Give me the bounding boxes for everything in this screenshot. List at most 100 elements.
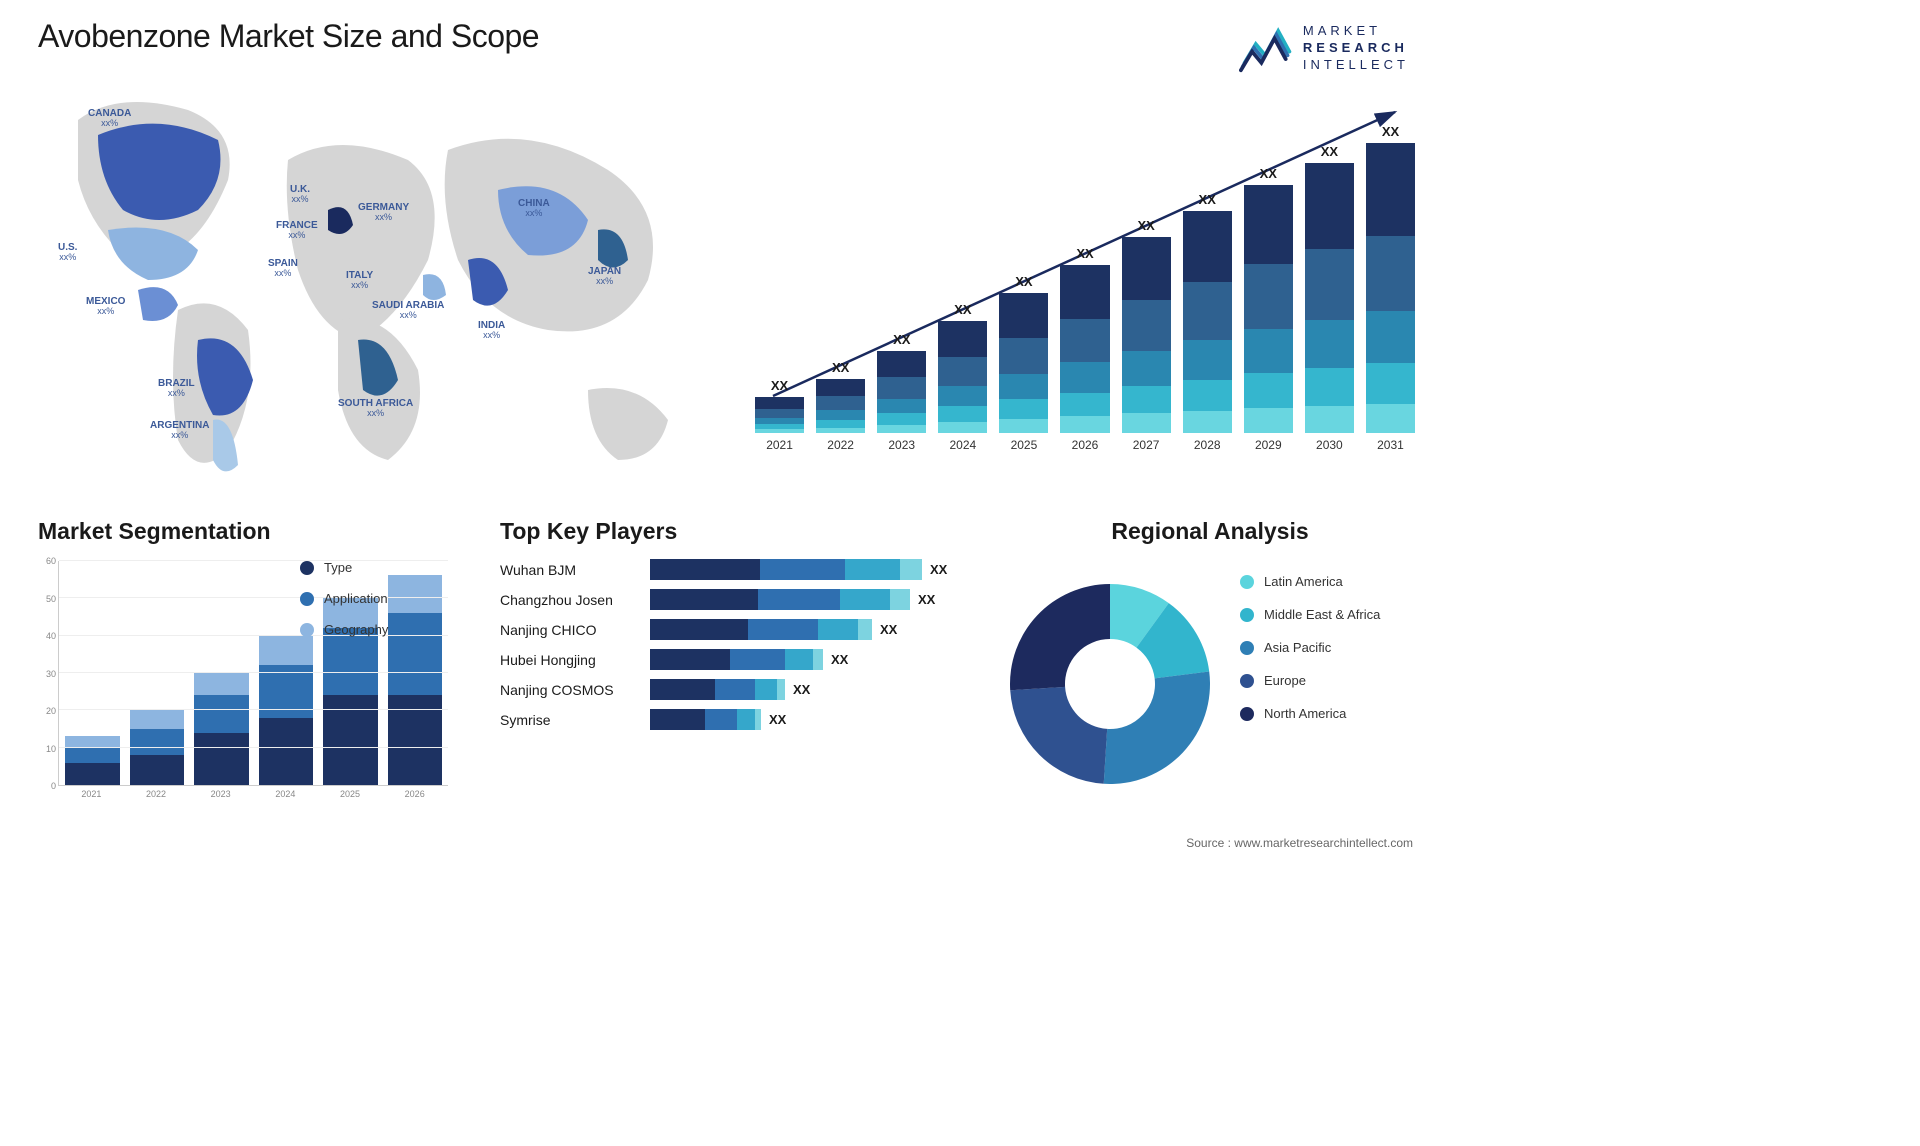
growth-bar-segment — [938, 321, 987, 357]
growth-column: XX2024 — [938, 321, 987, 452]
growth-bar-label: XX — [1060, 246, 1109, 261]
legend-dot — [1240, 575, 1254, 589]
player-bar-segment — [858, 619, 872, 640]
player-row: Nanjing COSMOS XX — [500, 679, 960, 700]
growth-bar — [938, 321, 987, 433]
player-name: Hubei Hongjing — [500, 652, 650, 668]
seg-ytick: 0 — [51, 781, 56, 791]
player-bar-wrap: XX — [650, 619, 960, 640]
growth-bar — [1122, 237, 1171, 433]
regional-title: Regional Analysis — [1000, 518, 1420, 545]
player-name: Changzhou Josen — [500, 592, 650, 608]
seg-ytick: 10 — [46, 744, 56, 754]
segmentation-bar-segment — [259, 718, 314, 786]
growth-bar-segment — [816, 396, 865, 410]
legend-label: Europe — [1264, 673, 1306, 688]
player-bar-segment — [845, 559, 900, 580]
seg-ytick: 40 — [46, 631, 56, 641]
player-bar-segment — [755, 709, 761, 730]
segmentation-bar-segment — [194, 673, 249, 696]
segmentation-title: Market Segmentation — [38, 518, 448, 545]
map-label: CHINAxx% — [518, 198, 550, 219]
world-map-svg — [28, 80, 728, 490]
player-row: Wuhan BJMXX — [500, 559, 960, 580]
player-bar-wrap: XX — [650, 589, 960, 610]
growth-xlabel: 2022 — [827, 438, 854, 452]
growth-bar-label: XX — [938, 302, 987, 317]
player-bar-segment — [818, 619, 858, 640]
player-bar-segment — [890, 589, 910, 610]
segmentation-legend: TypeApplicationGeography — [300, 560, 388, 637]
player-bar-segment — [755, 679, 777, 700]
growth-bar-label: XX — [1122, 218, 1171, 233]
player-bar — [650, 589, 910, 610]
map-label: FRANCExx% — [276, 220, 318, 241]
player-name: Wuhan BJM — [500, 562, 650, 578]
growth-bar-segment — [999, 293, 1048, 338]
growth-column: XX2030 — [1305, 163, 1354, 452]
logo-line1: MARKET — [1303, 23, 1409, 40]
growth-bar-segment — [1060, 393, 1109, 417]
map-label: SPAINxx% — [268, 258, 298, 279]
growth-xlabel: 2028 — [1194, 438, 1221, 452]
growth-column: XX2031 — [1366, 143, 1415, 452]
growth-bar-segment — [816, 379, 865, 396]
segmentation-bar — [388, 575, 443, 785]
logo-line3: INTELLECT — [1303, 57, 1409, 74]
growth-bar-segment — [755, 409, 804, 418]
legend-label: Middle East & Africa — [1264, 607, 1380, 622]
segmentation-bar — [194, 673, 249, 786]
donut-slice — [1010, 584, 1110, 690]
growth-bar — [1305, 163, 1354, 433]
player-value: XX — [918, 592, 935, 607]
growth-bar-segment — [1305, 406, 1354, 433]
growth-bar-segment — [1366, 404, 1415, 433]
regional-legend-item: Middle East & Africa — [1240, 607, 1380, 622]
seg-gridline — [59, 709, 448, 710]
growth-bar-segment — [1060, 416, 1109, 433]
growth-bar-segment — [938, 406, 987, 422]
segmentation-xlabel: 2023 — [193, 789, 248, 799]
growth-bar-label: XX — [1305, 144, 1354, 159]
growth-bar-segment — [938, 422, 987, 433]
player-name: Nanjing COSMOS — [500, 682, 650, 698]
growth-column: XX2029 — [1244, 185, 1293, 452]
player-bar — [650, 649, 823, 670]
legend-dot — [1240, 674, 1254, 688]
player-value: XX — [793, 682, 810, 697]
growth-xlabel: 2024 — [949, 438, 976, 452]
player-bar-segment — [650, 619, 748, 640]
map-label: SAUDI ARABIAxx% — [372, 300, 444, 321]
growth-bar-segment — [816, 410, 865, 420]
player-bar-segment — [813, 649, 823, 670]
segmentation-bar-segment — [388, 613, 443, 696]
growth-bar-segment — [1366, 143, 1415, 236]
seg-gridline — [59, 635, 448, 636]
growth-bar-segment — [1305, 368, 1354, 406]
segmentation-bar — [65, 736, 120, 785]
growth-bar-label: XX — [1366, 124, 1415, 139]
growth-bar-segment — [1183, 340, 1232, 380]
player-bar-segment — [840, 589, 890, 610]
segmentation-xlabel: 2025 — [323, 789, 378, 799]
players-title: Top Key Players — [500, 518, 960, 545]
growth-bar-segment — [1244, 329, 1293, 374]
growth-xlabel: 2021 — [766, 438, 793, 452]
growth-bar-segment — [1060, 319, 1109, 363]
growth-bar-segment — [1183, 380, 1232, 411]
player-name: Nanjing CHICO — [500, 622, 650, 638]
growth-bar — [1183, 211, 1232, 433]
growth-bar-segment — [1366, 363, 1415, 404]
segmentation-column — [65, 736, 120, 785]
player-bar-wrap: XX — [650, 649, 960, 670]
page-title: Avobenzone Market Size and Scope — [38, 18, 539, 55]
growth-column: XX2021 — [755, 397, 804, 452]
map-label: MEXICOxx% — [86, 296, 125, 317]
segmentation-bar-segment — [65, 763, 120, 786]
regional-legend: Latin AmericaMiddle East & AfricaAsia Pa… — [1240, 574, 1380, 721]
player-value: XX — [769, 712, 786, 727]
player-bar-wrap: XX — [650, 709, 960, 730]
growth-xlabel: 2029 — [1255, 438, 1282, 452]
segmentation-bar-segment — [65, 748, 120, 763]
legend-dot — [1240, 707, 1254, 721]
